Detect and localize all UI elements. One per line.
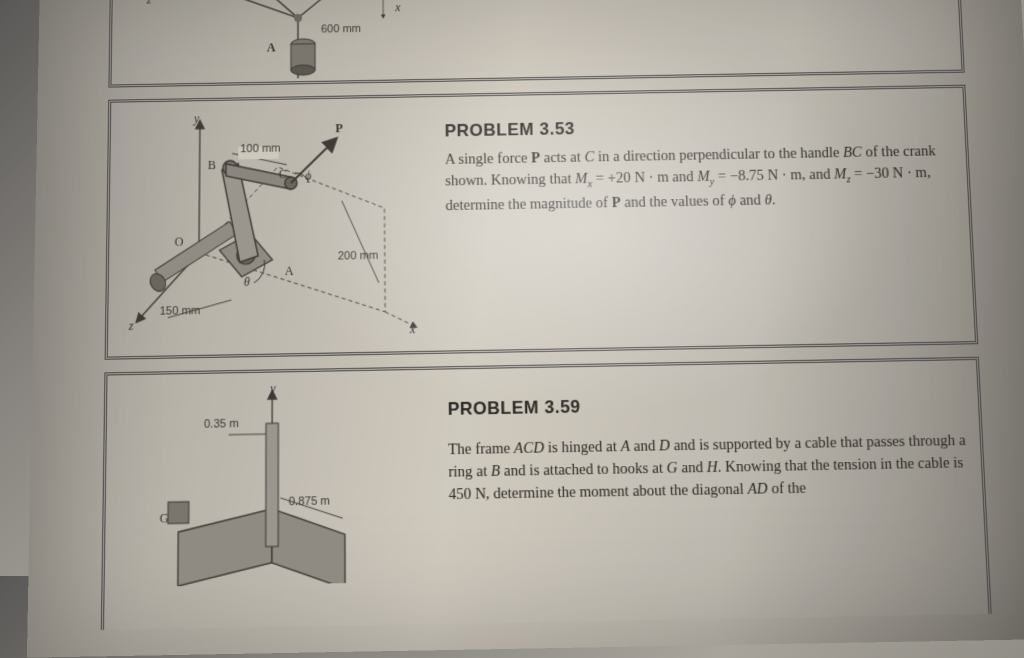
body-353: A single force P acts at C in a directio… [445,141,969,217]
problem-box-359: y G 0.35 m 0.875 m PROBLEM 3.59 The fram… [101,357,992,630]
label-G: G [160,511,169,527]
label-z: z [147,0,152,8]
label-C: C [279,167,287,182]
label-theta: θ [244,275,250,291]
label-x: x [395,0,400,15]
dim-200: 200 mm [338,250,379,263]
dim-150: 150 mm [160,305,201,318]
label-P: P [335,121,342,136]
dim-100: 100 mm [240,142,280,155]
dim-035: 0.35 m [204,418,239,431]
body-359: The frame ACD is hinged at A and D and i… [448,430,979,507]
figure-top [132,0,434,81]
label-z2: z [129,318,134,334]
title-359: PROBLEM 3.59 [448,397,581,421]
title-353: PROBLEM 3.53 [445,119,576,142]
dim-600: 600 mm [321,23,361,36]
problem-box-top: 500 mm 320 mm 600 mm B A z x [108,0,964,88]
problem-box-353: y P B C ϕ O A θ z x 100 mm 200 mm 150 mm… [105,85,979,360]
label-A2: A [285,263,294,279]
textbook-page: 500 mm 320 mm 600 mm B A z x [27,0,1024,658]
label-y2: y [270,381,276,397]
label-x2: x [410,322,416,338]
label-B2: B [208,158,216,173]
label-y: y [194,111,199,126]
figure-359 [125,379,397,587]
label-A: A [267,40,276,55]
dim-0875: 0.875 m [289,495,330,509]
label-phi: ϕ [305,168,311,183]
label-O: O [175,234,184,250]
